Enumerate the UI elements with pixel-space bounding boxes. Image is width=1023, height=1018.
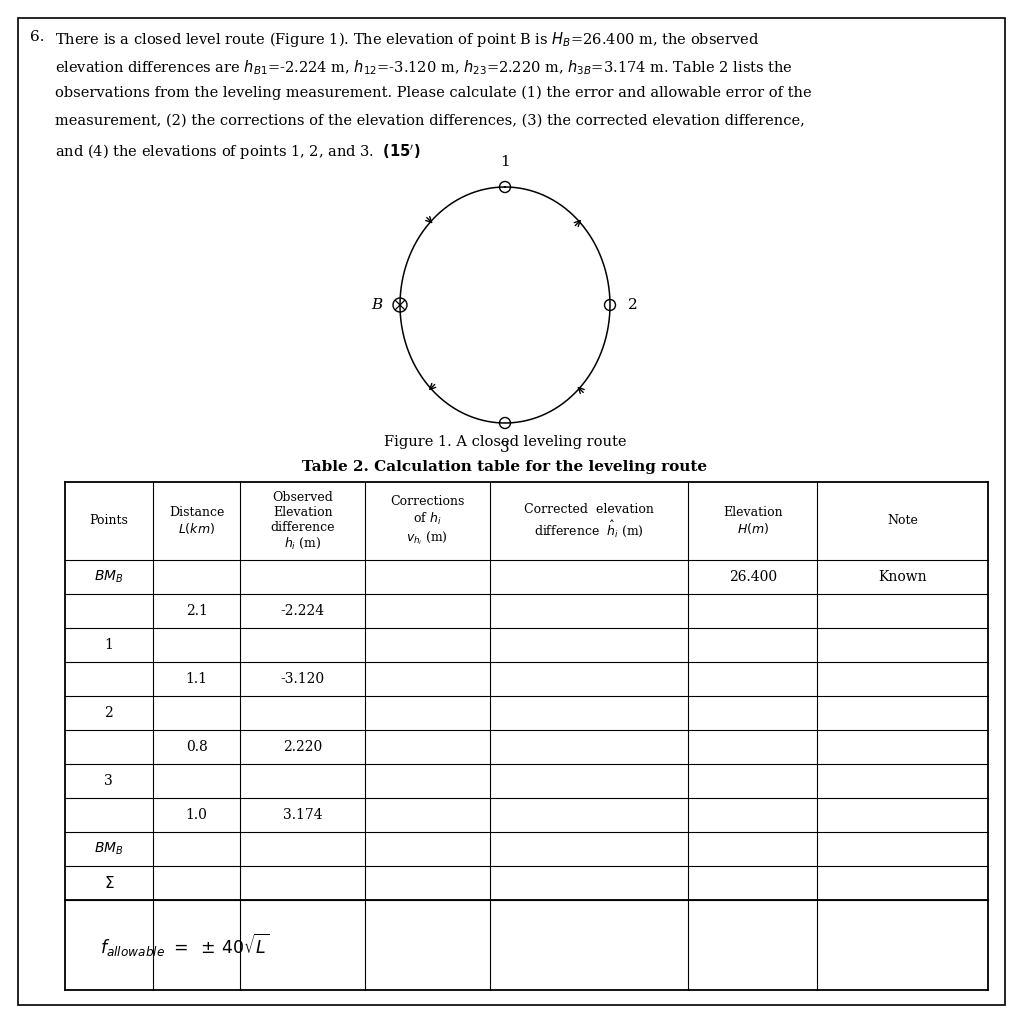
Text: Figure 1. A closed leveling route: Figure 1. A closed leveling route: [384, 435, 626, 449]
Text: $\Sigma$: $\Sigma$: [103, 875, 115, 891]
Text: Points: Points: [89, 514, 128, 527]
Text: -3.120: -3.120: [280, 672, 324, 686]
Text: 3.174: 3.174: [283, 808, 322, 822]
Text: 1: 1: [104, 638, 114, 652]
Text: Table 2. Calculation table for the leveling route: Table 2. Calculation table for the level…: [303, 460, 708, 474]
Text: 1.0: 1.0: [185, 808, 208, 822]
Text: 2.1: 2.1: [185, 604, 208, 618]
Text: Distance
$L(km)$: Distance $L(km)$: [169, 506, 224, 536]
Text: -2.224: -2.224: [280, 604, 324, 618]
Text: $BM_B$: $BM_B$: [94, 841, 124, 857]
Text: 26.400: 26.400: [728, 570, 776, 584]
Text: Elevation
$H(m)$: Elevation $H(m)$: [723, 506, 783, 536]
Text: There is a closed level route (Figure 1). The elevation of point B is $H_B$=26.4: There is a closed level route (Figure 1)…: [55, 30, 759, 49]
Text: Corrected  elevation
difference  $\hat{h}_i$ (m): Corrected elevation difference $\hat{h}_…: [524, 503, 654, 540]
Text: $f_{allowable}\ =\ \pm\,40\sqrt{L}$: $f_{allowable}\ =\ \pm\,40\sqrt{L}$: [100, 931, 269, 959]
Text: Observed
Elevation
difference
$h_i$ (m): Observed Elevation difference $h_i$ (m): [270, 491, 335, 551]
Text: 3: 3: [500, 441, 509, 455]
Text: 0.8: 0.8: [185, 740, 208, 754]
Text: and (4) the elevations of points 1, 2, and 3.  $\mathbf{(15')}$: and (4) the elevations of points 1, 2, a…: [55, 142, 420, 162]
Text: measurement, (2) the corrections of the elevation differences, (3) the corrected: measurement, (2) the corrections of the …: [55, 114, 805, 128]
Text: Corrections
of $h_i$
$v_{h_i}$ (m): Corrections of $h_i$ $v_{h_i}$ (m): [390, 496, 464, 547]
Text: elevation differences are $h_{B1}$=-2.224 m, $h_{12}$=-3.120 m, $h_{23}$=2.220 m: elevation differences are $h_{B1}$=-2.22…: [55, 58, 793, 76]
Text: 2: 2: [628, 298, 637, 312]
Text: 3: 3: [104, 774, 114, 788]
Text: 1: 1: [500, 155, 509, 169]
Text: 2.220: 2.220: [283, 740, 322, 754]
Text: 6.: 6.: [30, 30, 44, 44]
Text: 2: 2: [104, 706, 114, 720]
Bar: [65, 482, 988, 989]
Text: observations from the leveling measurement. Please calculate (1) the error and a: observations from the leveling measureme…: [55, 86, 811, 101]
Text: Note: Note: [887, 514, 918, 527]
Text: $BM_B$: $BM_B$: [94, 569, 124, 585]
Text: 1.1: 1.1: [185, 672, 208, 686]
Text: B: B: [370, 298, 382, 312]
Text: Known: Known: [879, 570, 927, 584]
